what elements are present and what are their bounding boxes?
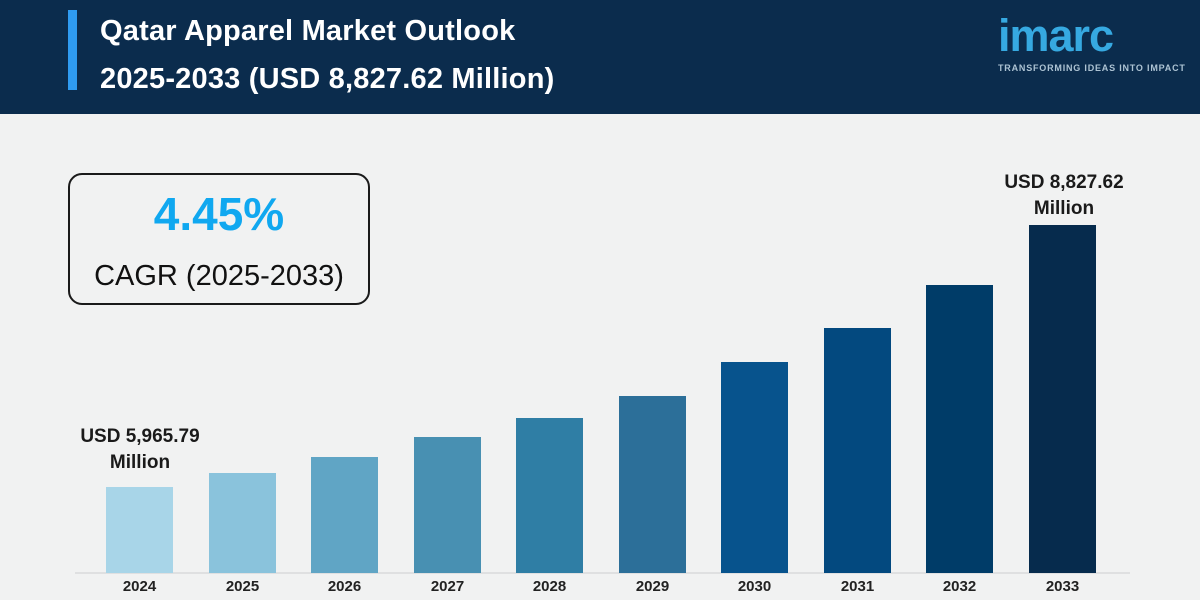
x-axis-baseline <box>75 572 1130 574</box>
bar-2030 <box>721 362 788 573</box>
cagr-card: 4.45% CAGR (2025-2033) <box>68 173 370 305</box>
x-tick-2028: 2028 <box>532 578 567 595</box>
bar-2028 <box>516 418 583 573</box>
page-title-line2: 2025-2033 (USD 8,827.62 Million) <box>100 63 555 95</box>
bar-2033 <box>1029 225 1096 573</box>
last-bar-value-label: USD 8,827.62 Million <box>954 170 1174 222</box>
x-tick-2026: 2026 <box>327 578 362 595</box>
bar-2027 <box>414 437 481 573</box>
cagr-value: 4.45% <box>153 188 285 240</box>
x-tick-2032: 2032 <box>942 578 977 595</box>
bar-2026 <box>311 457 378 573</box>
first-bar-value-line2: Million <box>109 452 171 473</box>
last-bar-value-line1: USD 8,827.62 <box>1004 172 1124 193</box>
bar-2029 <box>619 396 686 573</box>
cagr-label: CAGR (2025-2033) <box>94 260 344 292</box>
x-tick-2030: 2030 <box>737 578 772 595</box>
bar-2032 <box>926 285 993 573</box>
x-tick-2033: 2033 <box>1045 578 1080 595</box>
first-bar-value-label: USD 5,965.79 Million <box>30 424 250 476</box>
imarc-logo-wordmark: imarc <box>998 10 1114 61</box>
title-accent-bar <box>68 10 77 90</box>
bar-2025 <box>209 473 276 573</box>
first-bar-value-line1: USD 5,965.79 <box>80 426 200 447</box>
imarc-logo: imarc TRANSFORMING IDEAS INTO IMPACT <box>998 10 1186 74</box>
x-tick-2027: 2027 <box>430 578 465 595</box>
bar-2031 <box>824 328 891 573</box>
x-tick-2024: 2024 <box>122 578 157 595</box>
header-banner: Qatar Apparel Market Outlook 2025-2033 (… <box>0 0 1200 114</box>
x-tick-2025: 2025 <box>225 578 260 595</box>
last-bar-value-line2: Million <box>1033 198 1095 219</box>
imarc-logo-tagline: TRANSFORMING IDEAS INTO IMPACT <box>998 63 1186 73</box>
bar-2024 <box>106 487 173 573</box>
page-title: Qatar Apparel Market Outlook 2025-2033 (… <box>100 7 555 103</box>
x-tick-2029: 2029 <box>635 578 670 595</box>
x-tick-2031: 2031 <box>840 578 875 595</box>
page-title-line1: Qatar Apparel Market Outlook <box>100 15 516 47</box>
